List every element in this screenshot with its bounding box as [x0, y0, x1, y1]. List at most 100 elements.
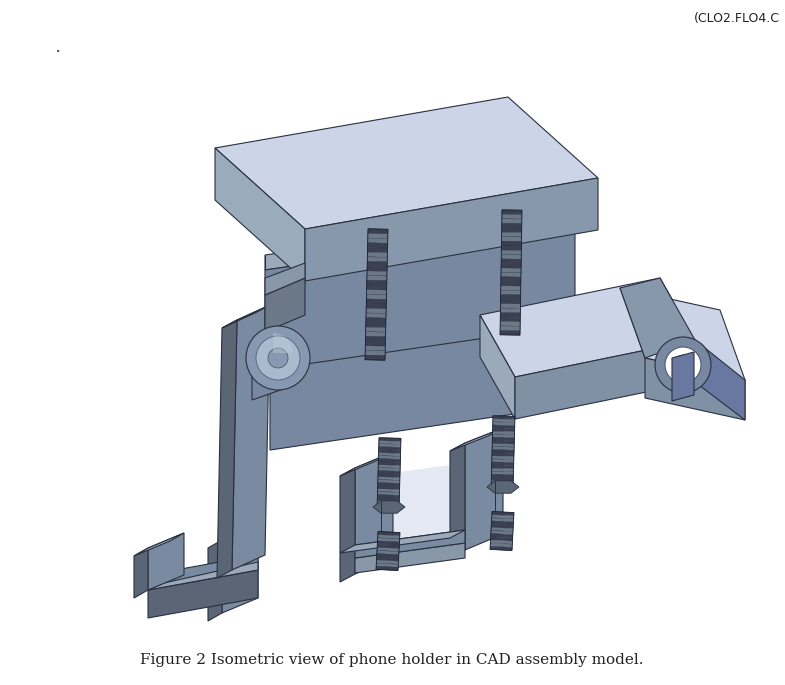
Polygon shape: [491, 462, 513, 466]
Polygon shape: [465, 428, 503, 550]
Polygon shape: [492, 449, 514, 453]
Polygon shape: [450, 428, 503, 451]
Polygon shape: [265, 263, 305, 295]
Polygon shape: [367, 290, 386, 295]
Polygon shape: [492, 443, 514, 447]
Polygon shape: [378, 471, 400, 474]
Polygon shape: [695, 340, 745, 420]
Polygon shape: [367, 242, 388, 248]
Polygon shape: [491, 527, 513, 532]
Polygon shape: [365, 346, 385, 351]
Polygon shape: [377, 501, 400, 504]
Polygon shape: [265, 278, 305, 332]
Polygon shape: [491, 514, 514, 519]
Polygon shape: [378, 477, 400, 480]
Polygon shape: [367, 252, 388, 258]
Polygon shape: [367, 285, 387, 290]
Polygon shape: [378, 453, 400, 456]
Polygon shape: [232, 305, 270, 570]
Polygon shape: [491, 468, 513, 472]
Circle shape: [268, 348, 288, 368]
Polygon shape: [355, 463, 465, 558]
Polygon shape: [515, 340, 695, 419]
Circle shape: [246, 326, 310, 390]
Polygon shape: [501, 264, 521, 269]
Polygon shape: [378, 459, 400, 462]
Polygon shape: [270, 320, 555, 450]
Polygon shape: [490, 543, 513, 547]
Polygon shape: [450, 443, 465, 558]
Polygon shape: [502, 250, 521, 255]
Polygon shape: [355, 530, 465, 558]
Polygon shape: [491, 524, 513, 528]
Polygon shape: [366, 318, 386, 323]
Polygon shape: [490, 546, 512, 551]
Polygon shape: [492, 453, 514, 456]
Polygon shape: [493, 425, 515, 429]
Circle shape: [673, 355, 693, 375]
Polygon shape: [480, 278, 695, 377]
Polygon shape: [501, 282, 521, 286]
Text: Figure 2 Isometric view of phone holder in CAD assembly model.: Figure 2 Isometric view of phone holder …: [141, 653, 644, 667]
Polygon shape: [491, 540, 513, 545]
Polygon shape: [378, 479, 400, 484]
Polygon shape: [378, 538, 400, 542]
Polygon shape: [493, 422, 515, 425]
Polygon shape: [379, 438, 401, 441]
Polygon shape: [502, 223, 522, 228]
Text: ·: ·: [55, 42, 61, 62]
Polygon shape: [501, 255, 521, 259]
Polygon shape: [378, 488, 400, 493]
Polygon shape: [480, 315, 515, 419]
Polygon shape: [491, 465, 513, 469]
Polygon shape: [491, 484, 513, 487]
Polygon shape: [148, 562, 258, 590]
Polygon shape: [501, 277, 521, 282]
Polygon shape: [305, 178, 598, 281]
Polygon shape: [367, 280, 387, 286]
Polygon shape: [378, 498, 400, 501]
Polygon shape: [378, 492, 400, 495]
Polygon shape: [492, 456, 514, 460]
Polygon shape: [373, 501, 405, 513]
Polygon shape: [491, 521, 513, 525]
Polygon shape: [378, 444, 401, 447]
Polygon shape: [378, 468, 400, 471]
Polygon shape: [492, 447, 514, 450]
Polygon shape: [376, 563, 398, 567]
Polygon shape: [377, 503, 399, 508]
Polygon shape: [134, 548, 148, 598]
Polygon shape: [502, 214, 522, 219]
Polygon shape: [378, 462, 400, 465]
Polygon shape: [367, 299, 386, 304]
Polygon shape: [502, 210, 522, 214]
Polygon shape: [377, 553, 399, 558]
Polygon shape: [502, 227, 522, 232]
Polygon shape: [265, 225, 575, 370]
Polygon shape: [377, 547, 399, 551]
Polygon shape: [501, 290, 520, 295]
Polygon shape: [379, 440, 401, 445]
Polygon shape: [378, 495, 400, 498]
Polygon shape: [355, 452, 393, 574]
Polygon shape: [378, 464, 400, 469]
Polygon shape: [500, 330, 520, 335]
Circle shape: [256, 336, 300, 380]
Polygon shape: [378, 532, 400, 536]
Polygon shape: [217, 320, 237, 578]
Polygon shape: [148, 533, 184, 590]
Polygon shape: [501, 295, 520, 299]
Polygon shape: [501, 268, 521, 273]
Polygon shape: [378, 483, 400, 486]
Polygon shape: [491, 518, 513, 522]
Polygon shape: [501, 286, 520, 290]
Polygon shape: [366, 332, 385, 337]
Polygon shape: [501, 259, 521, 264]
Polygon shape: [502, 236, 521, 241]
Polygon shape: [620, 278, 695, 358]
Polygon shape: [367, 266, 387, 271]
Polygon shape: [366, 308, 386, 314]
Polygon shape: [500, 312, 520, 317]
Polygon shape: [500, 321, 520, 326]
Polygon shape: [672, 352, 694, 401]
